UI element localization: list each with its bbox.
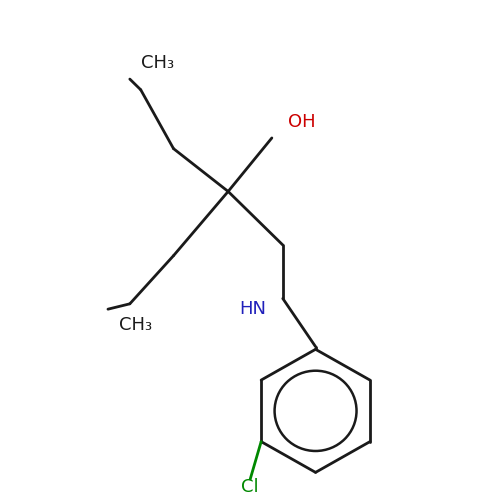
Text: Cl: Cl — [242, 478, 259, 496]
Text: OH: OH — [288, 113, 316, 131]
Text: CH₃: CH₃ — [140, 54, 174, 72]
Text: CH₃: CH₃ — [119, 316, 152, 334]
Text: HN: HN — [240, 300, 266, 318]
